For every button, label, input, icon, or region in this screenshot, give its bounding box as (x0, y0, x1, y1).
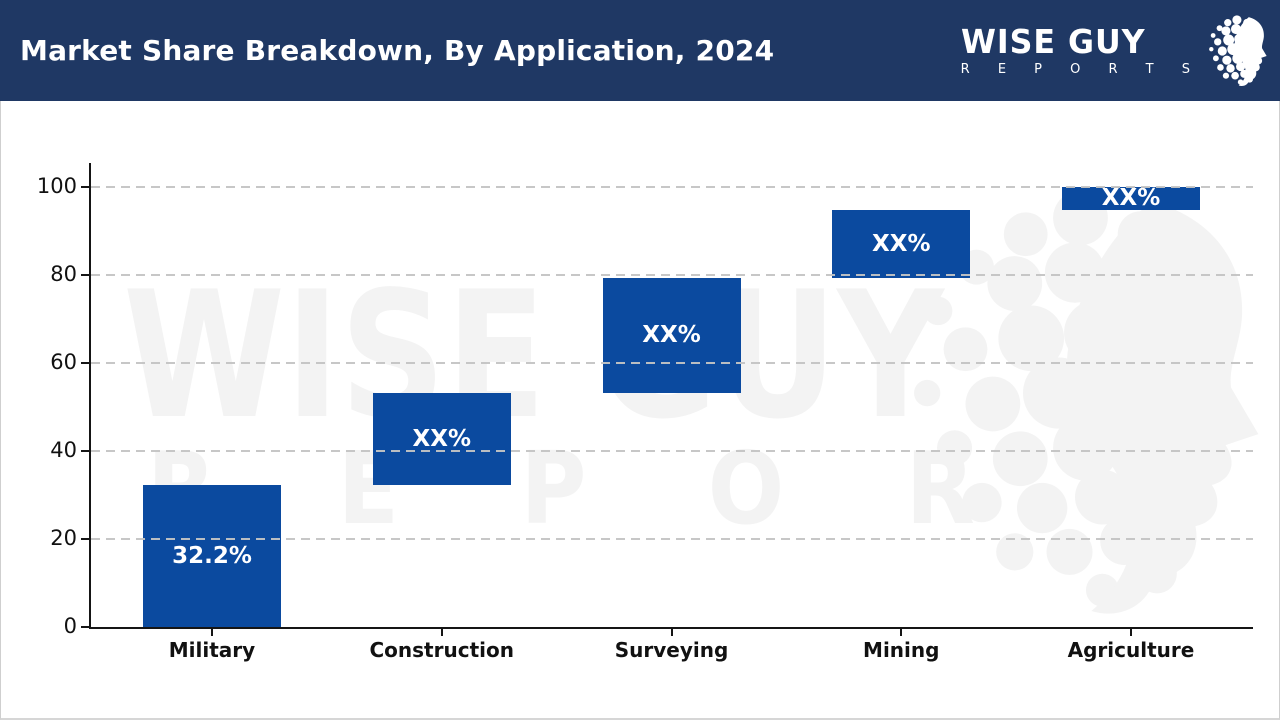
bar-label: 32.2% (172, 543, 252, 570)
bar-label: XX% (642, 322, 701, 349)
y-gridline (91, 186, 1253, 188)
bar-label: XX% (871, 230, 931, 257)
x-tick-mark (440, 629, 443, 636)
y-tick-label: 100 (36, 174, 77, 198)
page-title: Market Share Breakdown, By Application, … (20, 34, 775, 67)
y-tick-label: 20 (50, 526, 77, 550)
watermark-wordmark: WISE GUY (123, 255, 944, 458)
logo-wordmark-line1: WISE GUY (960, 21, 1146, 61)
bar-label: XX% (1101, 185, 1161, 212)
header-bar: Market Share Breakdown, By Application, … (0, 0, 1280, 101)
wise-guy-reports-logo: WISE GUY R E P O R T S (961, 13, 1268, 89)
x-axis (89, 627, 1253, 629)
y-gridline (91, 274, 1253, 276)
watermark-face-icon (914, 190, 1259, 614)
bar: XX% (602, 277, 741, 393)
bar: XX% (832, 209, 971, 278)
x-tick-mark (670, 629, 673, 636)
x-tick-label: Military (168, 638, 256, 662)
x-tick-mark (211, 629, 213, 636)
logo-wordmark-line2: R E P O R T S (960, 61, 1202, 77)
y-tick-label: 60 (50, 350, 77, 374)
y-tick-label: 80 (50, 262, 77, 286)
y-tick-label: 40 (50, 438, 77, 462)
y-tick-mark (81, 450, 89, 452)
x-tick-label: Mining (863, 638, 940, 662)
y-gridline (91, 538, 1253, 540)
x-tick-label: Agriculture (1067, 638, 1195, 662)
logo-face-icon (1209, 14, 1267, 86)
bar-label: XX% (412, 426, 471, 453)
bar: XX% (372, 392, 511, 486)
y-tick-mark (81, 626, 89, 628)
chart-area: WISE GUY R E P O R T S 32.2% Military XX% C… (0, 101, 1280, 720)
y-axis (89, 162, 91, 629)
y-tick-mark (81, 538, 89, 540)
y-gridline (91, 362, 1253, 364)
y-tick-mark (81, 274, 89, 276)
x-tick-label: Surveying (614, 638, 729, 662)
y-tick-mark (81, 362, 89, 364)
bar: XX% (1062, 185, 1200, 212)
bar: 32.2% (143, 485, 281, 627)
y-tick-mark (81, 186, 89, 188)
x-tick-label: Construction (369, 638, 514, 662)
y-gridline (91, 450, 1253, 452)
logo-wordmark: WISE GUY R E P O R T S (960, 21, 1202, 77)
x-tick-mark (900, 629, 903, 636)
y-tick-label: 0 (63, 614, 77, 638)
x-tick-mark (1130, 629, 1132, 636)
